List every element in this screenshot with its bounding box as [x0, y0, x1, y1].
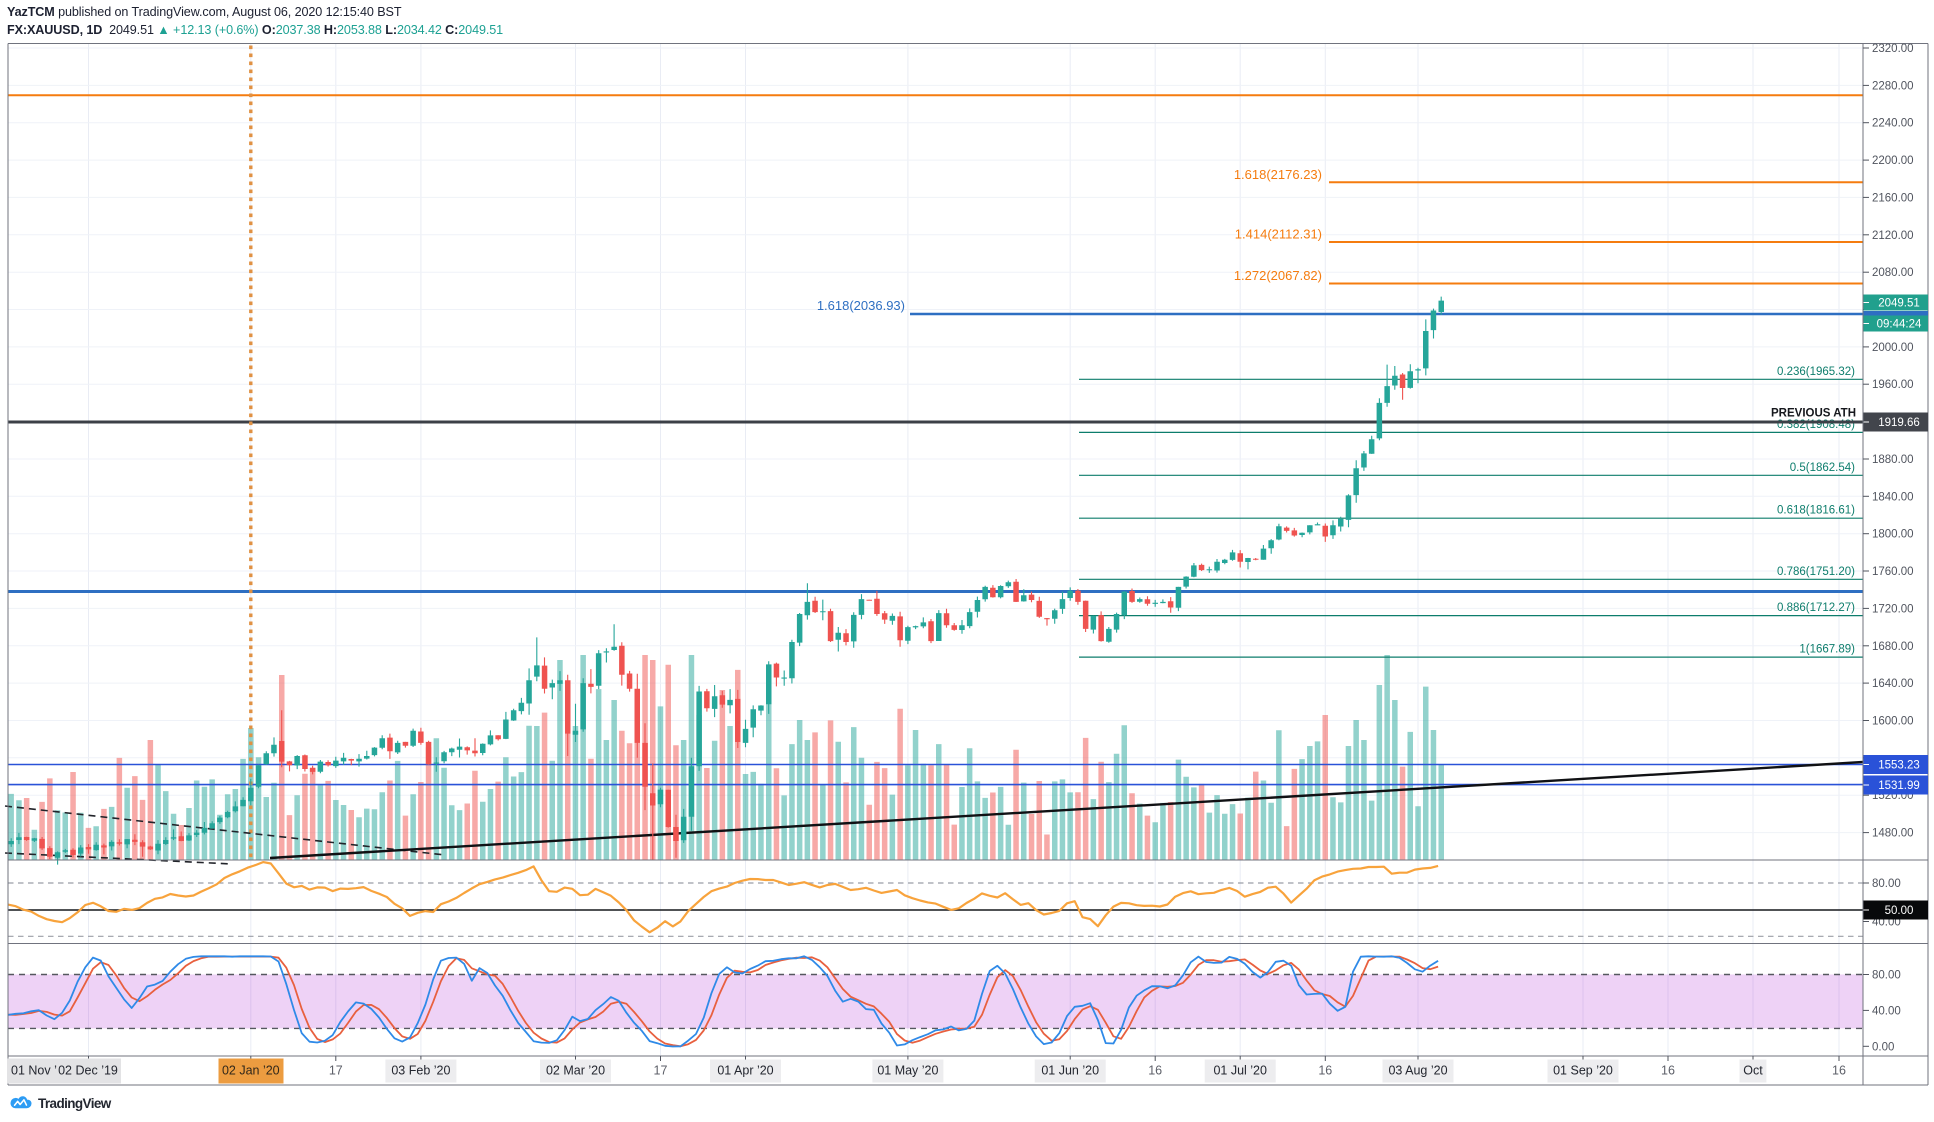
- svg-text:40.00: 40.00: [1872, 1005, 1901, 1017]
- svg-text:02 Jan ’20: 02 Jan ’20: [222, 1064, 280, 1078]
- svg-text:01 Jul ’20: 01 Jul ’20: [1213, 1064, 1267, 1078]
- svg-text:03 Aug ’20: 03 Aug ’20: [1388, 1064, 1447, 1078]
- svg-text:2240.00: 2240.00: [1872, 118, 1914, 130]
- svg-text:2200.00: 2200.00: [1872, 155, 1914, 167]
- svg-text:1800.00: 1800.00: [1872, 529, 1914, 541]
- svg-text:1880.00: 1880.00: [1872, 454, 1914, 466]
- svg-text:0.618(1816.61): 0.618(1816.61): [1777, 505, 1855, 517]
- svg-text:01 Jun ’20: 01 Jun ’20: [1041, 1064, 1099, 1078]
- svg-text:1.618(2176.23): 1.618(2176.23): [1234, 167, 1322, 182]
- svg-text:16: 16: [1661, 1064, 1675, 1078]
- svg-text:1553.23: 1553.23: [1878, 760, 1920, 772]
- svg-text:0.786(1751.20): 0.786(1751.20): [1777, 566, 1855, 578]
- svg-text:1760.00: 1760.00: [1872, 566, 1914, 578]
- svg-text:1.272(2067.82): 1.272(2067.82): [1234, 268, 1322, 283]
- svg-text:2049.51: 2049.51: [1878, 298, 1920, 310]
- svg-text:01 Sep ’20: 01 Sep ’20: [1553, 1064, 1613, 1078]
- svg-text:0.236(1965.32): 0.236(1965.32): [1777, 366, 1855, 378]
- svg-text:1960.00: 1960.00: [1872, 379, 1914, 391]
- svg-text:1(1667.89): 1(1667.89): [1799, 644, 1855, 656]
- svg-text:1600.00: 1600.00: [1872, 716, 1914, 728]
- svg-text:16: 16: [1148, 1064, 1162, 1078]
- svg-text:1680.00: 1680.00: [1872, 641, 1914, 653]
- svg-text:80.00: 80.00: [1872, 970, 1901, 982]
- svg-text:0.00: 0.00: [1872, 1041, 1894, 1053]
- svg-text:0.886(1712.27): 0.886(1712.27): [1777, 602, 1855, 614]
- svg-text:1.414(2112.31): 1.414(2112.31): [1235, 227, 1322, 242]
- svg-text:50.00: 50.00: [1885, 905, 1914, 917]
- svg-text:2160.00: 2160.00: [1872, 192, 1914, 204]
- svg-text:01 May ’20: 01 May ’20: [877, 1064, 938, 1078]
- svg-text:2120.00: 2120.00: [1872, 230, 1914, 242]
- svg-text:1840.00: 1840.00: [1872, 491, 1914, 503]
- svg-text:02 Mar ’20: 02 Mar ’20: [546, 1064, 605, 1078]
- svg-text:2080.00: 2080.00: [1872, 267, 1914, 279]
- svg-text:2280.00: 2280.00: [1872, 80, 1914, 92]
- svg-text:0.5(1862.54): 0.5(1862.54): [1790, 462, 1855, 474]
- svg-text:1640.00: 1640.00: [1872, 678, 1914, 690]
- svg-text:02 Dec ’19: 02 Dec ’19: [58, 1064, 118, 1078]
- svg-text:09:44:24: 09:44:24: [1877, 319, 1922, 331]
- svg-text:17: 17: [654, 1064, 668, 1078]
- svg-text:1919.66: 1919.66: [1878, 417, 1920, 429]
- svg-text:1480.00: 1480.00: [1872, 828, 1914, 840]
- svg-text:Oct: Oct: [1743, 1064, 1763, 1078]
- svg-text:01 Nov ’: 01 Nov ’: [11, 1064, 57, 1078]
- svg-text:1.618(2036.93): 1.618(2036.93): [817, 298, 905, 313]
- svg-text:80.00: 80.00: [1872, 878, 1901, 890]
- svg-text:01 Apr ’20: 01 Apr ’20: [717, 1064, 773, 1078]
- svg-text:2320.00: 2320.00: [1872, 43, 1914, 55]
- svg-text:17: 17: [329, 1064, 343, 1078]
- svg-text:PREVIOUS ATH: PREVIOUS ATH: [1771, 408, 1856, 420]
- svg-text:1531.99: 1531.99: [1878, 780, 1920, 792]
- svg-text:16: 16: [1832, 1064, 1846, 1078]
- svg-text:03 Feb ’20: 03 Feb ’20: [391, 1064, 450, 1078]
- svg-text:1720.00: 1720.00: [1872, 603, 1914, 615]
- svg-text:2000.00: 2000.00: [1872, 342, 1914, 354]
- svg-text:16: 16: [1318, 1064, 1332, 1078]
